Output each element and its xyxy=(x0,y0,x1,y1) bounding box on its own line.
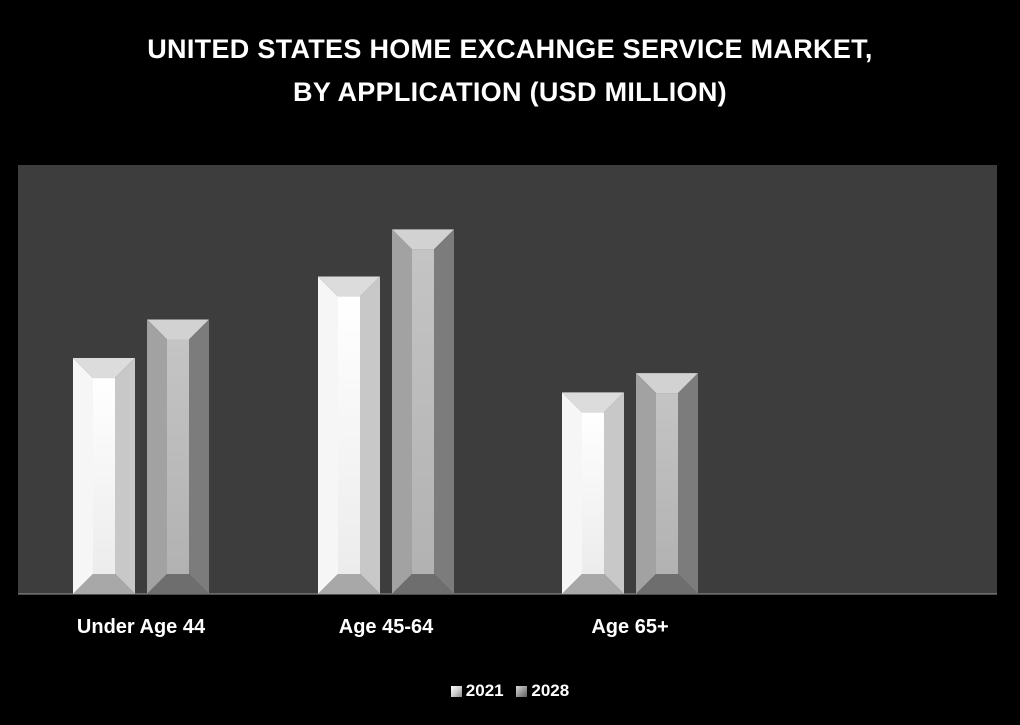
bar-2021-age-65- xyxy=(562,392,624,594)
bar-bevel-right xyxy=(434,229,454,594)
bar-face xyxy=(412,249,434,574)
bar-bevel-left xyxy=(392,229,412,594)
x-tick-label-age-45-64: Age 45-64 xyxy=(339,616,434,638)
bar-bevel-top xyxy=(147,319,209,340)
legend-label-2028: 2028 xyxy=(531,681,570,700)
bar-bevel-bottom xyxy=(318,574,380,594)
bar-bevel-left xyxy=(147,319,167,594)
bar-face xyxy=(93,378,115,574)
bar-face xyxy=(582,412,604,574)
legend-label-2021: 2021 xyxy=(465,681,504,700)
bar-bevel-bottom xyxy=(562,574,624,594)
x-tick-label-age-65-: Age 65+ xyxy=(591,616,668,638)
bar-bevel-left xyxy=(73,358,93,594)
bar-face xyxy=(338,296,360,574)
bar-bevel-right xyxy=(360,276,380,594)
legend-swatch-2028 xyxy=(516,685,528,697)
bar-bevel-right xyxy=(604,392,624,594)
x-tick-label-under-age-44: Under Age 44 xyxy=(77,616,206,638)
bar-bevel-top xyxy=(73,358,135,379)
bar-bevel-top xyxy=(562,392,624,413)
bar-face xyxy=(167,339,189,574)
bar-2021-under-age-44 xyxy=(73,358,135,594)
bar-2021-age-45-64 xyxy=(318,276,380,594)
chart-title-line-1: UNITED STATES HOME EXCAHNGE SERVICE MARK… xyxy=(147,34,873,64)
bar-bevel-left xyxy=(318,276,338,594)
chart-title-line-2: BY APPLICATION (USD MILLION) xyxy=(293,77,727,107)
bar-bevel-bottom xyxy=(636,574,698,594)
bar-2028-age-65- xyxy=(636,373,698,594)
legend-item-2028: 2028 xyxy=(516,681,569,701)
bar-bevel-right xyxy=(678,373,698,594)
bar-bevel-top xyxy=(636,373,698,394)
bar-bevel-top xyxy=(318,276,380,297)
legend-item-2021: 2021 xyxy=(450,681,504,701)
bar-bevel-top xyxy=(392,229,454,250)
bar-bevel-bottom xyxy=(392,574,454,594)
chart-title: UNITED STATES HOME EXCAHNGE SERVICE MARK… xyxy=(0,28,1020,114)
legend-swatch-2021 xyxy=(450,685,462,697)
bar-bevel-left xyxy=(562,392,582,594)
bar-2028-under-age-44 xyxy=(147,319,209,594)
bar-bevel-bottom xyxy=(73,574,135,594)
bar-bevel-right xyxy=(189,319,209,594)
bar-bevel-left xyxy=(636,373,656,594)
legend: 2021 2028 xyxy=(0,681,1020,702)
bar-bevel-right xyxy=(115,358,135,594)
bar-bevel-bottom xyxy=(147,574,209,594)
bar-2028-age-45-64 xyxy=(392,229,454,594)
bar-face xyxy=(656,393,678,574)
